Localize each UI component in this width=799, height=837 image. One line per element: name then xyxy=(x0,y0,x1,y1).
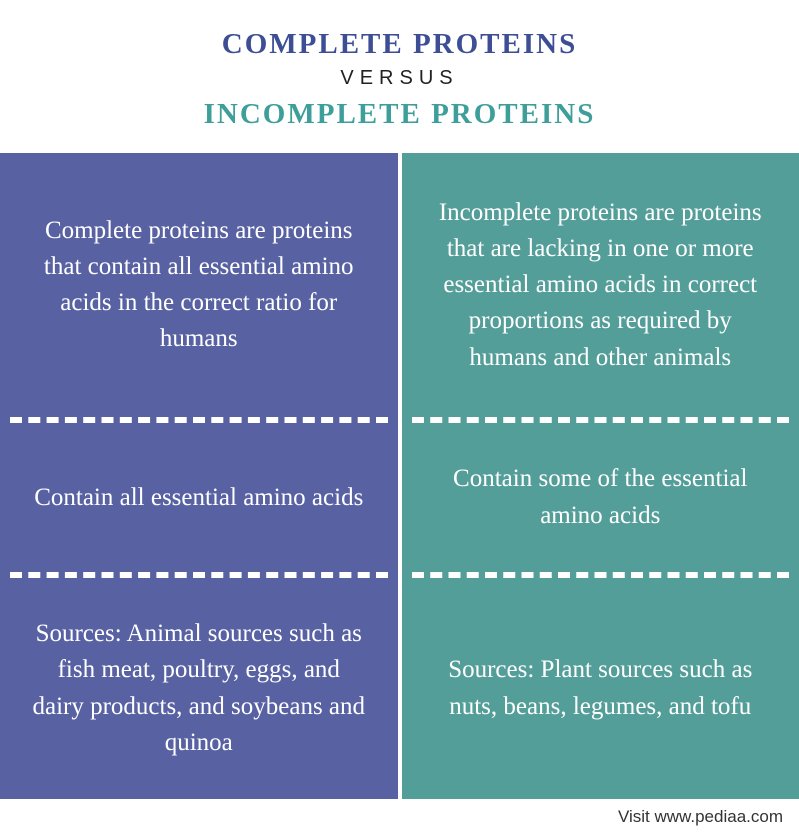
comparison-grid: Complete proteins are proteins that cont… xyxy=(0,153,799,799)
header: COMPLETE PROTEINS VERSUS INCOMPLETE PROT… xyxy=(0,0,799,153)
footer: Visit www.pediaa.com xyxy=(0,799,799,837)
title-incomplete: INCOMPLETE PROTEINS xyxy=(20,98,779,131)
cell-complete-sources: Sources: Animal sources such as fish mea… xyxy=(0,578,398,799)
title-complete: COMPLETE PROTEINS xyxy=(20,28,779,61)
cell-incomplete-definition: Incomplete proteins are proteins that ar… xyxy=(402,153,799,417)
column-complete: Complete proteins are proteins that cont… xyxy=(0,153,400,799)
column-incomplete: Incomplete proteins are proteins that ar… xyxy=(400,153,799,799)
cell-incomplete-contains: Contain some of the essential amino acid… xyxy=(402,423,799,572)
versus-label: VERSUS xyxy=(20,67,779,90)
cell-incomplete-sources: Sources: Plant sources such as nuts, bea… xyxy=(402,578,799,799)
cell-complete-definition: Complete proteins are proteins that cont… xyxy=(0,153,398,417)
cell-complete-contains: Contain all essential amino acids xyxy=(0,423,398,572)
footer-text: Visit www.pediaa.com xyxy=(618,807,783,826)
